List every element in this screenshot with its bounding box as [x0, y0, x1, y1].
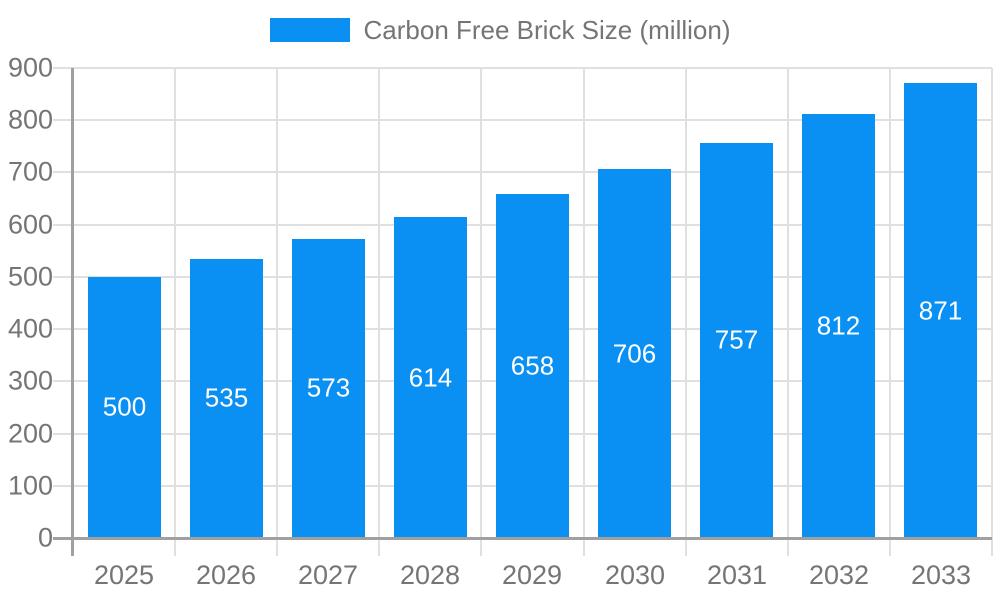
- bar-value-label: 573: [306, 372, 351, 403]
- bar[interactable]: [700, 142, 773, 538]
- bar-value-label: 871: [918, 295, 963, 326]
- bar[interactable]: [802, 113, 875, 538]
- v-gridline: [889, 68, 891, 556]
- h-gridline: [53, 171, 992, 173]
- y-tick-label: 900: [7, 52, 53, 83]
- y-tick-label: 200: [7, 418, 53, 449]
- x-tick-label: 2027: [297, 560, 359, 590]
- y-tick-label: 800: [7, 104, 53, 135]
- y-tick-label: 500: [7, 261, 53, 292]
- v-gridline: [480, 68, 482, 556]
- h-gridline: [53, 67, 992, 69]
- bar[interactable]: [496, 194, 569, 538]
- x-tick-label: 2025: [93, 560, 155, 590]
- legend[interactable]: Carbon Free Brick Size (million): [0, 16, 1000, 44]
- bar-value-label: 757: [714, 324, 759, 355]
- bar-value-label: 658: [510, 350, 555, 381]
- legend-label: Carbon Free Brick Size (million): [363, 15, 731, 45]
- y-tick-label: 100: [7, 470, 53, 501]
- bar[interactable]: [394, 217, 467, 538]
- y-tick-label: 400: [7, 313, 53, 344]
- v-gridline: [174, 68, 176, 556]
- v-gridline: [991, 68, 993, 556]
- bar-value-label: 812: [816, 310, 861, 341]
- v-gridline: [787, 68, 789, 556]
- x-tick-label: 2026: [195, 560, 257, 590]
- bar[interactable]: [190, 258, 263, 538]
- bar[interactable]: [88, 276, 161, 538]
- y-axis-line: [71, 68, 74, 556]
- y-tick-label: 700: [7, 156, 53, 187]
- h-gridline: [53, 119, 992, 121]
- v-gridline: [378, 68, 380, 556]
- bar[interactable]: [598, 169, 671, 538]
- v-gridline: [276, 68, 278, 556]
- x-axis-line: [53, 537, 992, 540]
- y-tick-label: 0: [37, 522, 53, 553]
- x-tick-label: 2032: [808, 560, 870, 590]
- x-tick-label: 2031: [706, 560, 768, 590]
- bar[interactable]: [292, 238, 365, 538]
- x-tick-label: 2028: [399, 560, 461, 590]
- bar-value-label: 706: [612, 338, 657, 369]
- x-tick-label: 2033: [910, 560, 972, 590]
- y-tick-label: 300: [7, 365, 53, 396]
- x-tick-label: 2030: [604, 560, 666, 590]
- bar-value-label: 535: [204, 382, 249, 413]
- x-tick-label: 2029: [501, 560, 563, 590]
- v-gridline: [685, 68, 687, 556]
- legend-swatch-icon: [269, 18, 350, 42]
- bar-value-label: 614: [408, 362, 453, 393]
- bar-value-label: 500: [102, 391, 147, 422]
- y-tick-label: 600: [7, 209, 53, 240]
- bar[interactable]: [904, 83, 977, 538]
- v-gridline: [583, 68, 585, 556]
